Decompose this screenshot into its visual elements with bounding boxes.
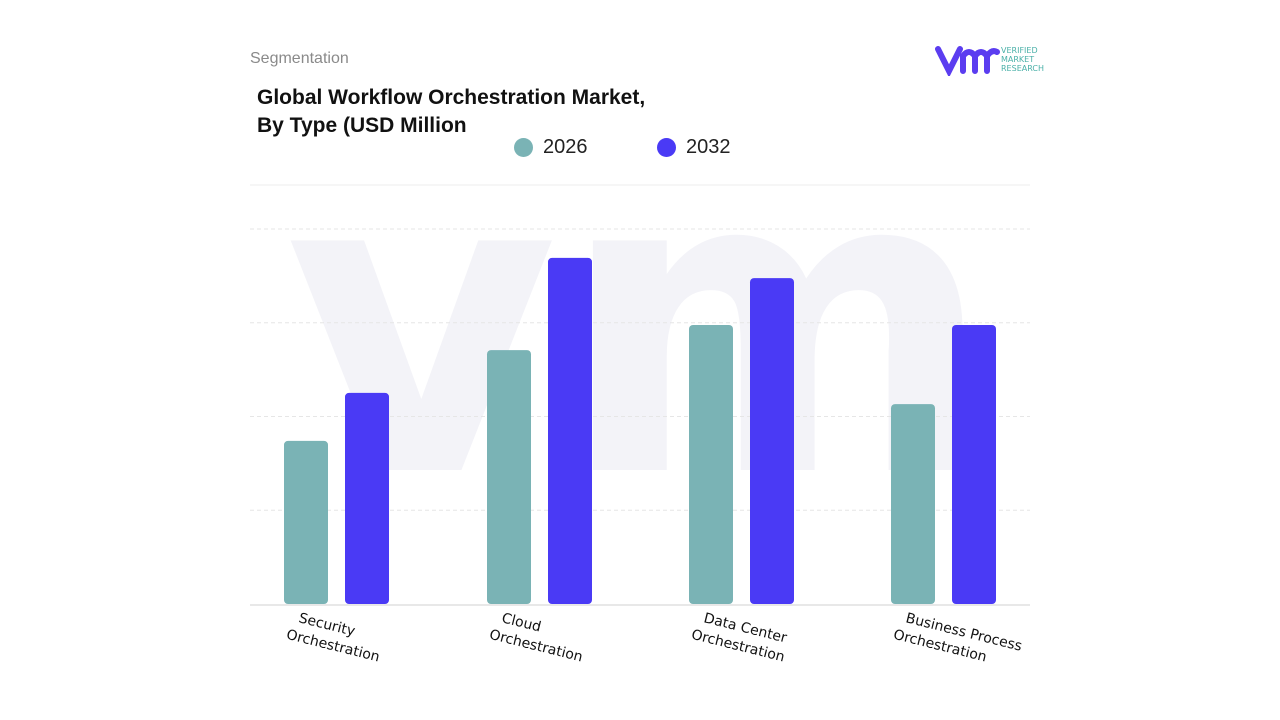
legend-swatch-2026 bbox=[514, 138, 533, 157]
svg-text:MARKET: MARKET bbox=[1001, 55, 1034, 64]
watermark: vm bbox=[284, 81, 995, 570]
segmentation-label: Segmentation bbox=[250, 50, 349, 67]
legend-swatch-2032 bbox=[657, 138, 676, 157]
bar-2026 bbox=[689, 325, 733, 604]
legend-item-2026: 2026 bbox=[514, 136, 588, 159]
x-tick-label: Data CenterOrchestration bbox=[690, 608, 791, 665]
legend-item-2032: 2032 bbox=[657, 136, 731, 159]
vmr-logo: VERIFIED MARKET RESEARCH bbox=[935, 44, 1060, 81]
svg-text:VERIFIED: VERIFIED bbox=[1001, 46, 1038, 55]
bar-2032 bbox=[345, 392, 389, 604]
x-tick-label: SecurityOrchestration bbox=[285, 608, 386, 665]
bar-2026 bbox=[891, 404, 935, 604]
legend-label: 2032 bbox=[686, 136, 731, 158]
bar-2032 bbox=[548, 257, 592, 604]
legend-label: 2026 bbox=[543, 136, 588, 158]
bar-2032 bbox=[750, 278, 794, 604]
bar-2026 bbox=[487, 350, 531, 604]
x-tick-label: Business ProcessOrchestration bbox=[892, 608, 1024, 673]
bar-2026 bbox=[284, 440, 328, 604]
svg-text:RESEARCH: RESEARCH bbox=[1001, 64, 1044, 73]
x-tick-label: CloudOrchestration bbox=[488, 608, 589, 665]
bar-2032 bbox=[952, 325, 996, 604]
chart-title: Global Workflow Orchestration Market, By… bbox=[257, 86, 646, 137]
